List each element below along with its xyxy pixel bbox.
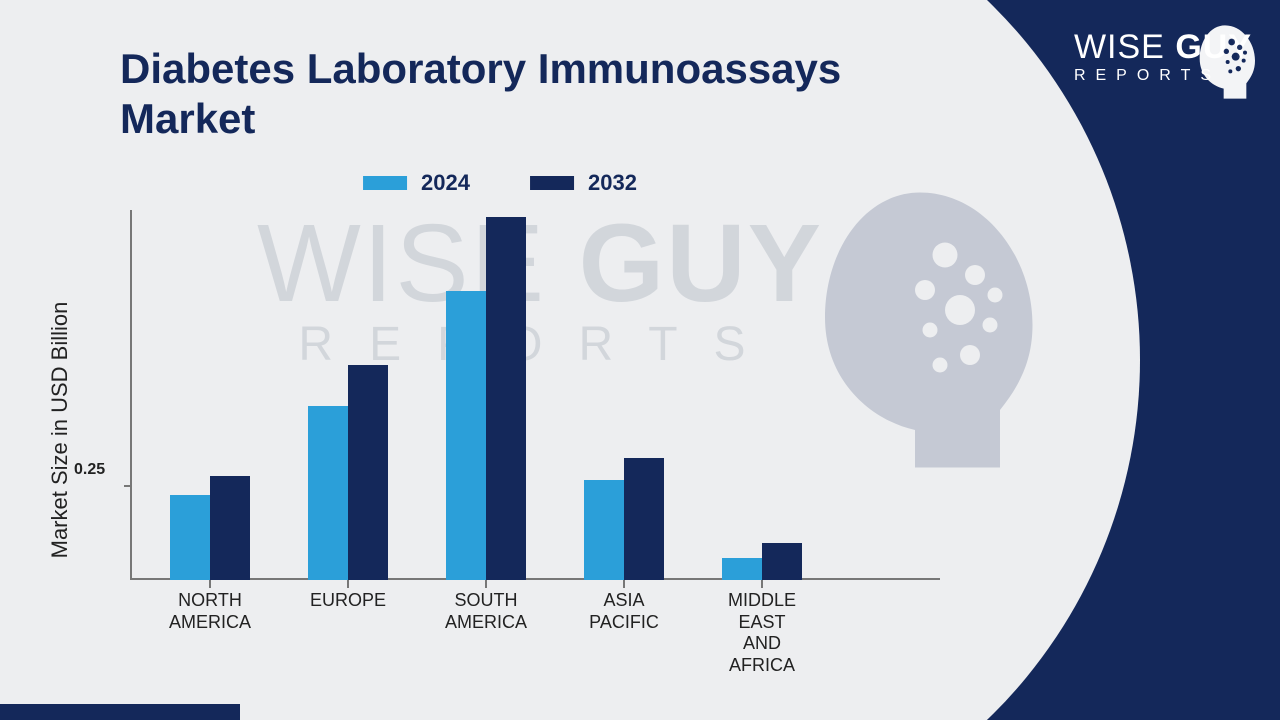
page-root: WISE GUY REPORTS Diabetes Laboratory Imm… <box>0 0 1280 720</box>
x-tick-mark <box>347 580 349 588</box>
chart-area: Market Size in USD Billion 2024 2032 0.2… <box>60 170 940 690</box>
category-label: MIDDLE EAST AND AFRICA <box>692 590 832 676</box>
y-axis-line <box>130 210 132 580</box>
bar-group: EUROPE <box>308 365 388 580</box>
legend-swatch <box>530 176 574 190</box>
x-axis-line <box>130 578 940 580</box>
footer-strip <box>0 704 240 720</box>
category-label: EUROPE <box>278 590 418 612</box>
bar <box>584 480 624 580</box>
legend-swatch <box>363 176 407 190</box>
bar <box>624 458 664 580</box>
y-axis-label: Market Size in USD Billion <box>47 302 73 559</box>
y-tick-mark <box>124 485 130 487</box>
x-tick-mark <box>761 580 763 588</box>
plot-area: 0.25 NORTH AMERICAEUROPESOUTH AMERICAASI… <box>130 210 940 580</box>
bar <box>308 406 348 580</box>
bar <box>486 217 526 580</box>
legend: 2024 2032 <box>363 170 637 196</box>
bar-group: NORTH AMERICA <box>170 476 250 580</box>
x-tick-mark <box>485 580 487 588</box>
legend-item-2024: 2024 <box>363 170 470 196</box>
category-label: SOUTH AMERICA <box>416 590 556 633</box>
legend-item-2032: 2032 <box>530 170 637 196</box>
bar <box>722 558 762 580</box>
legend-label: 2032 <box>588 170 637 196</box>
chart-title: Diabetes Laboratory Immunoassays Market <box>120 44 900 145</box>
x-tick-mark <box>209 580 211 588</box>
bar <box>210 476 250 580</box>
category-label: NORTH AMERICA <box>140 590 280 633</box>
brand-head-icon <box>1190 22 1260 102</box>
legend-label: 2024 <box>421 170 470 196</box>
category-label: ASIA PACIFIC <box>554 590 694 633</box>
bar-group: ASIA PACIFIC <box>584 458 664 580</box>
bar <box>170 495 210 580</box>
y-tick-label: 0.25 <box>74 461 105 479</box>
bar-group: MIDDLE EAST AND AFRICA <box>722 543 802 580</box>
bar <box>348 365 388 580</box>
x-tick-mark <box>623 580 625 588</box>
bar <box>446 291 486 580</box>
bar-group: SOUTH AMERICA <box>446 217 526 580</box>
bar <box>762 543 802 580</box>
